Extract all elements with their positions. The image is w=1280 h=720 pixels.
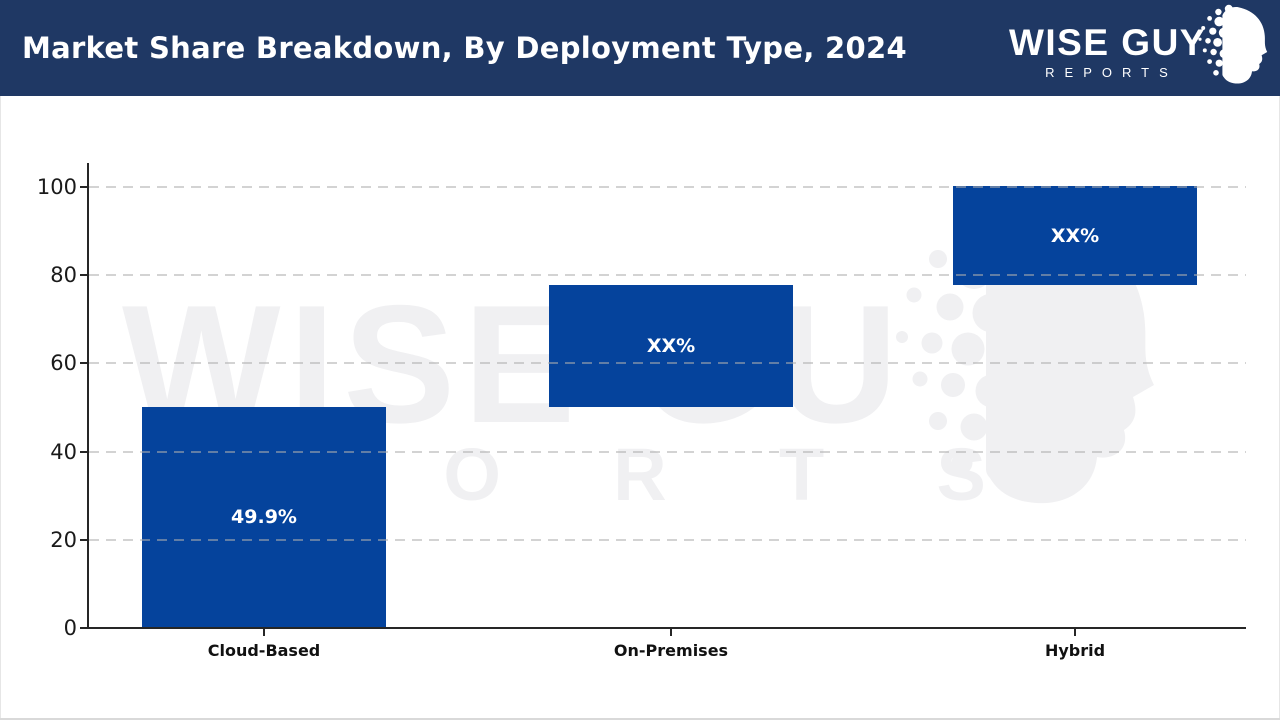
y-axis-line: [87, 163, 89, 629]
page-title: Market Share Breakdown, By Deployment Ty…: [22, 31, 907, 65]
x-tick-mark: [263, 629, 265, 636]
y-tick-mark: [80, 186, 87, 188]
gridline: [89, 186, 1246, 188]
wiseguy-logo: WISE GUY REPORTS: [1009, 4, 1272, 92]
gridline: [89, 274, 1246, 277]
y-tick-label: 60: [50, 351, 77, 376]
gridline: [89, 362, 1246, 365]
y-tick-mark: [80, 538, 87, 541]
bar-value-label: XX%: [646, 335, 696, 358]
y-tick-label: 40: [50, 439, 77, 464]
bar-cloud-based: [142, 406, 386, 627]
x-tick-mark: [670, 629, 672, 636]
y-tick-mark: [80, 274, 87, 277]
y-tick-label: 100: [36, 175, 77, 199]
wiseguy-logo-text: WISE GUY REPORTS: [1009, 22, 1206, 80]
gridline: [89, 538, 1246, 541]
bar-value-label: XX%: [1050, 224, 1100, 247]
header-bar: Market Share Breakdown, By Deployment Ty…: [0, 0, 1280, 96]
logo-reports-label: REPORTS: [1045, 65, 1178, 80]
y-tick-mark: [80, 362, 87, 365]
y-tick-mark: [80, 627, 87, 629]
x-category-label: Hybrid: [1044, 641, 1106, 660]
bar-value-label: 49.9%: [231, 505, 297, 528]
gridline: [89, 450, 1246, 453]
x-category-label: On-Premises: [613, 641, 729, 660]
x-axis-line: [87, 627, 1246, 629]
x-category-label: Cloud-Based: [207, 641, 321, 660]
wiseguy-face-icon: [1198, 4, 1268, 84]
bar-on-premises: [549, 285, 793, 407]
bar-hybrid: [953, 186, 1197, 286]
y-tick-label: 80: [50, 263, 77, 288]
logo-wiseguy-label: WISE GUY: [1008, 22, 1206, 63]
x-tick-mark: [1074, 629, 1076, 636]
watermark-text-reports: P O R T S: [283, 433, 1032, 516]
y-tick-mark: [80, 450, 87, 453]
y-tick-label: 20: [50, 527, 77, 552]
y-tick-label: 0: [63, 616, 77, 640]
